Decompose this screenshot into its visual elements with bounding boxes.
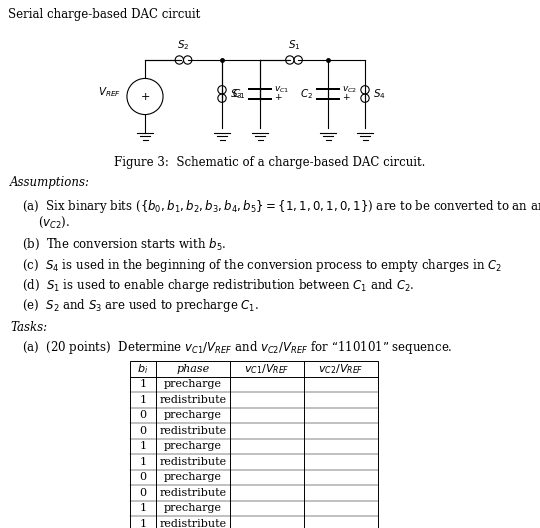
Text: $v_{C2}$: $v_{C2}$ xyxy=(342,85,357,95)
Text: phase: phase xyxy=(177,364,210,374)
Bar xyxy=(130,361,378,528)
Text: (a)  (20 points)  Determine $v_{C1}/V_{REF}$ and $v_{C2}/V_{REF}$ for “110101” s: (a) (20 points) Determine $v_{C1}/V_{REF… xyxy=(22,339,453,356)
Text: redistribute: redistribute xyxy=(159,488,227,498)
Text: precharge: precharge xyxy=(164,410,222,420)
Text: 0: 0 xyxy=(139,426,146,436)
Text: $V_{REF}$: $V_{REF}$ xyxy=(98,86,121,99)
Text: redistribute: redistribute xyxy=(159,518,227,528)
Text: ($v_{C2}$).: ($v_{C2}$). xyxy=(38,215,70,230)
Text: redistribute: redistribute xyxy=(159,395,227,405)
Text: +: + xyxy=(342,93,349,102)
Text: $S_2$: $S_2$ xyxy=(177,38,190,52)
Text: 1: 1 xyxy=(139,395,146,405)
Text: $S_3$: $S_3$ xyxy=(230,87,242,101)
Text: (c)  $S_4$ is used in the beginning of the conversion process to empty charges i: (c) $S_4$ is used in the beginning of th… xyxy=(22,257,502,274)
Text: precharge: precharge xyxy=(164,503,222,513)
Text: (d)  $S_1$ is used to enable charge redistribution between $C_1$ and $C_2$.: (d) $S_1$ is used to enable charge redis… xyxy=(22,277,414,294)
Text: precharge: precharge xyxy=(164,472,222,482)
Text: 1: 1 xyxy=(139,457,146,467)
Text: $b_i$: $b_i$ xyxy=(137,362,148,375)
Text: 0: 0 xyxy=(139,410,146,420)
Text: 1: 1 xyxy=(139,518,146,528)
Text: Figure 3:  Schematic of a charge-based DAC circuit.: Figure 3: Schematic of a charge-based DA… xyxy=(114,156,426,169)
Text: redistribute: redistribute xyxy=(159,457,227,467)
Text: $C_2$: $C_2$ xyxy=(300,87,313,101)
Text: $v_{C2}/V_{REF}$: $v_{C2}/V_{REF}$ xyxy=(318,362,364,375)
Text: Tasks:: Tasks: xyxy=(10,321,47,334)
Text: Assumptions:: Assumptions: xyxy=(10,176,90,189)
Text: 1: 1 xyxy=(139,441,146,451)
Text: Serial charge-based DAC circuit: Serial charge-based DAC circuit xyxy=(8,8,200,21)
Text: precharge: precharge xyxy=(164,441,222,451)
Text: +: + xyxy=(274,93,282,102)
Text: (b)  The conversion starts with $b_5$.: (b) The conversion starts with $b_5$. xyxy=(22,237,226,252)
Text: $S_4$: $S_4$ xyxy=(373,87,386,101)
Text: +: + xyxy=(140,91,150,101)
Text: 1: 1 xyxy=(139,503,146,513)
Text: $v_{C1}/V_{REF}$: $v_{C1}/V_{REF}$ xyxy=(244,362,290,375)
Text: (a)  Six binary bits ($\{b_0, b_1, b_2, b_3, b_4, b_5\}=\{1,1,0,1,0,1\}$) are to: (a) Six binary bits ($\{b_0, b_1, b_2, b… xyxy=(22,198,540,215)
Text: $v_{C1}$: $v_{C1}$ xyxy=(274,85,289,95)
Text: 0: 0 xyxy=(139,472,146,482)
Text: precharge: precharge xyxy=(164,379,222,389)
Text: redistribute: redistribute xyxy=(159,426,227,436)
Text: $C_1$: $C_1$ xyxy=(232,87,245,101)
Text: (e)  $S_2$ and $S_3$ are used to precharge $C_1$.: (e) $S_2$ and $S_3$ are used to precharg… xyxy=(22,297,259,314)
Text: $S_1$: $S_1$ xyxy=(288,38,300,52)
Text: 1: 1 xyxy=(139,379,146,389)
Text: 0: 0 xyxy=(139,488,146,498)
